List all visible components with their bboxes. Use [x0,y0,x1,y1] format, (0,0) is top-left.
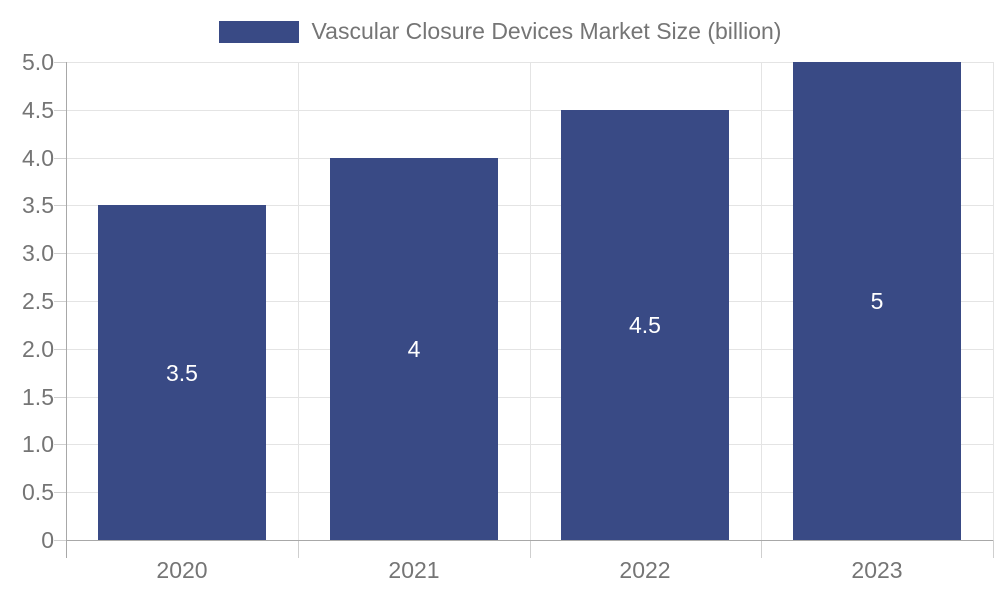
y-tick-label: 3.0 [22,240,54,266]
x-tick-label: 2020 [156,557,208,583]
axis-tick [54,110,66,111]
bar-2022 [561,110,729,540]
gridline-h [66,492,993,493]
bar-2020 [98,205,266,540]
y-tick-label: 4.0 [22,145,54,171]
axis-tick [54,253,66,254]
bar-value-label: 5 [870,288,884,314]
gridline-h [66,349,993,350]
y-tick-label: 0.5 [22,479,54,505]
bar-2023 [793,62,961,540]
axis-tick [54,62,66,63]
gridline-h [66,301,993,302]
y-axis-spine [66,62,67,558]
axis-tick [530,540,531,558]
y-tick-label: 1.0 [22,431,54,457]
y-tick-label: 1.5 [22,384,54,410]
y-tick-label: 4.5 [22,97,54,123]
gridline-h [66,62,993,63]
gridline-h [66,158,993,159]
axis-tick [54,540,66,541]
x-tick-label: 2022 [619,557,671,583]
x-tick-label: 2023 [851,557,903,583]
axis-tick [298,540,299,558]
gridline-h [66,253,993,254]
gridline-h [66,397,993,398]
x-tick-label: 2021 [388,557,440,583]
axis-tick [54,444,66,445]
bar-value-label: 4.5 [629,312,661,338]
gridline-v [993,62,994,540]
legend-swatch [218,20,299,43]
axis-tick [761,540,762,558]
bar-value-label: 4 [407,336,421,362]
gridline-v [530,62,531,540]
legend-item[interactable]: Vascular Closure Devices Market Size (bi… [0,18,1000,45]
gridline-v [761,62,762,540]
axis-tick [54,205,66,206]
axis-tick [993,540,994,558]
bar-value-label: 3.5 [166,360,198,386]
axis-tick [54,492,66,493]
legend-label: Vascular Closure Devices Market Size (bi… [311,18,782,44]
y-tick-label: 2.0 [22,336,54,362]
y-tick-label: 2.5 [22,288,54,314]
bar-2021 [330,158,498,540]
axis-tick [54,301,66,302]
y-tick-label: 0 [41,527,54,553]
gridline-h [66,444,993,445]
gridline-h [66,205,993,206]
axis-tick [54,158,66,159]
gridline-v [298,62,299,540]
gridline-h [66,110,993,111]
axis-tick [54,397,66,398]
axis-tick [54,349,66,350]
y-tick-label: 3.5 [22,192,54,218]
y-tick-label: 5.0 [22,49,54,75]
